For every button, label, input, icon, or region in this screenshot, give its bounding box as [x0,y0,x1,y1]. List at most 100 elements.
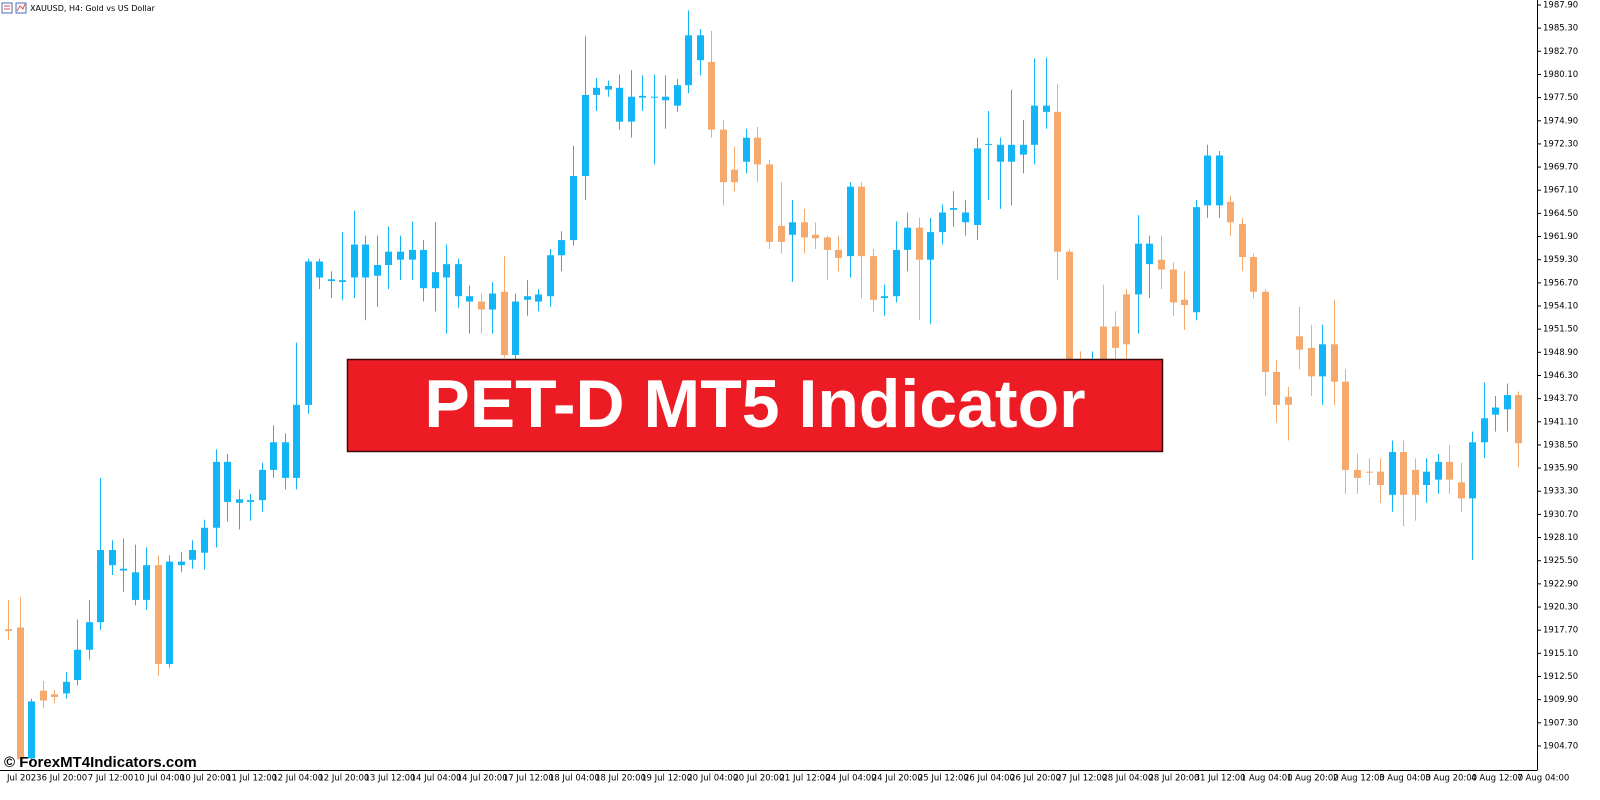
candle-body [1412,469,1419,495]
candle-body [1481,418,1488,443]
candle-body [547,255,554,297]
candle-body [858,186,865,257]
candle-body [270,442,277,470]
x-tick-label: 21 Jul 12:00 [780,774,831,784]
x-tick-label: 20 Jul 20:00 [733,774,784,784]
y-tick-label: 1917.70 [1543,626,1578,636]
y-tick-label: 1909.90 [1543,695,1578,705]
watermark: © ForexMT4Indicators.com [4,754,197,771]
candle-body [1331,344,1338,382]
candle-body [1193,207,1200,313]
x-tick-label: 13 Jul 12:00 [364,774,415,784]
candle-body [1170,269,1177,303]
candle-body [40,690,47,701]
candle-body [927,232,934,260]
candle-body [178,561,185,566]
x-tick-label: 28 Jul 20:00 [1148,774,1199,784]
candle-body [651,96,658,98]
candle-body [443,264,450,278]
candle-body [939,212,946,233]
candle-body [1342,381,1349,470]
candle-body [420,249,427,289]
candle-body [1020,144,1027,155]
candle-body [754,137,761,165]
candle-body [605,86,612,90]
icon-list [1,2,13,14]
icon-chart [15,2,27,14]
y-tick-label: 1985.30 [1543,24,1578,34]
chart-title: XAUUSD, H4: Gold vs US Dollar [30,4,156,13]
x-tick-label: 18 Jul 04:00 [549,774,600,784]
candle-body [305,261,312,405]
candle-body [708,61,715,130]
candle-body [1250,257,1257,292]
candle-body [1515,395,1522,444]
candle-body [247,500,254,502]
x-tick-label: 12 Jul 20:00 [318,774,369,784]
candle-body [1031,105,1038,145]
y-tick-label: 1933.30 [1543,487,1578,497]
candle-body [639,95,646,98]
candle-body [1435,461,1442,480]
x-tick-label: 24 Jul 20:00 [872,774,923,784]
candle-body [789,222,796,235]
y-tick-label: 1943.70 [1543,394,1578,404]
candle-body [1204,155,1211,206]
y-tick-label: 1907.30 [1543,718,1578,728]
candle-body [1123,294,1130,345]
y-tick-label: 1974.90 [1543,116,1578,126]
candle-body [201,527,208,553]
y-tick-label: 1946.30 [1543,371,1578,381]
candle-body [213,461,220,528]
icon-line [16,3,26,12]
x-tick-label: 6 Jul 20:00 [42,774,88,784]
candle-body [674,85,681,106]
y-tick-label: 1972.30 [1543,139,1578,149]
candle-body [812,234,819,239]
candle-body [1423,471,1430,486]
candle-body [63,681,70,694]
candle-body [282,442,289,478]
candle-body [1504,395,1511,410]
candle-body [86,622,93,650]
x-tick-label: 1 Aug 20:00 [1287,774,1339,784]
y-tick-label: 1948.90 [1543,348,1578,358]
candle-body [143,565,150,600]
candle-body [985,143,992,145]
candle-body [189,550,196,560]
candle-body [1319,344,1326,377]
candle-body [766,164,773,242]
candle-body [1181,299,1188,306]
candle-body [582,94,589,176]
candle-body [1446,461,1453,480]
candle-body [1043,105,1050,112]
x-tick-label: 11 Jul 12:00 [226,774,277,784]
candle-body [1377,471,1384,486]
y-tick-label: 1956.70 [1543,278,1578,288]
candle-body [259,469,266,501]
candle-body [109,550,116,566]
candle-body [1492,407,1499,415]
candle-body [870,256,877,300]
candle-body [535,294,542,302]
candle-body [1112,326,1119,348]
candle-body [1100,326,1107,362]
x-tick-label: 28 Jul 04:00 [1102,774,1153,784]
candle-body [1066,251,1073,361]
x-tick-label: 19 Jul 12:00 [641,774,692,784]
candle-body [1146,243,1153,265]
x-tick-label: 18 Jul 20:00 [595,774,646,784]
candle-body [166,561,173,665]
x-tick-label: 7 Jul 12:00 [88,774,134,784]
x-tick-label: 2 Aug 12:00 [1333,774,1385,784]
candle-body [362,244,369,278]
candle-body [916,227,923,260]
x-tick-label: 12 Jul 04:00 [272,774,323,784]
candle-body [328,279,335,282]
y-tick-label: 1912.50 [1543,672,1578,682]
candle-body [501,291,508,355]
x-tick-label: 24 Jul 04:00 [826,774,877,784]
candle-body [489,293,496,310]
